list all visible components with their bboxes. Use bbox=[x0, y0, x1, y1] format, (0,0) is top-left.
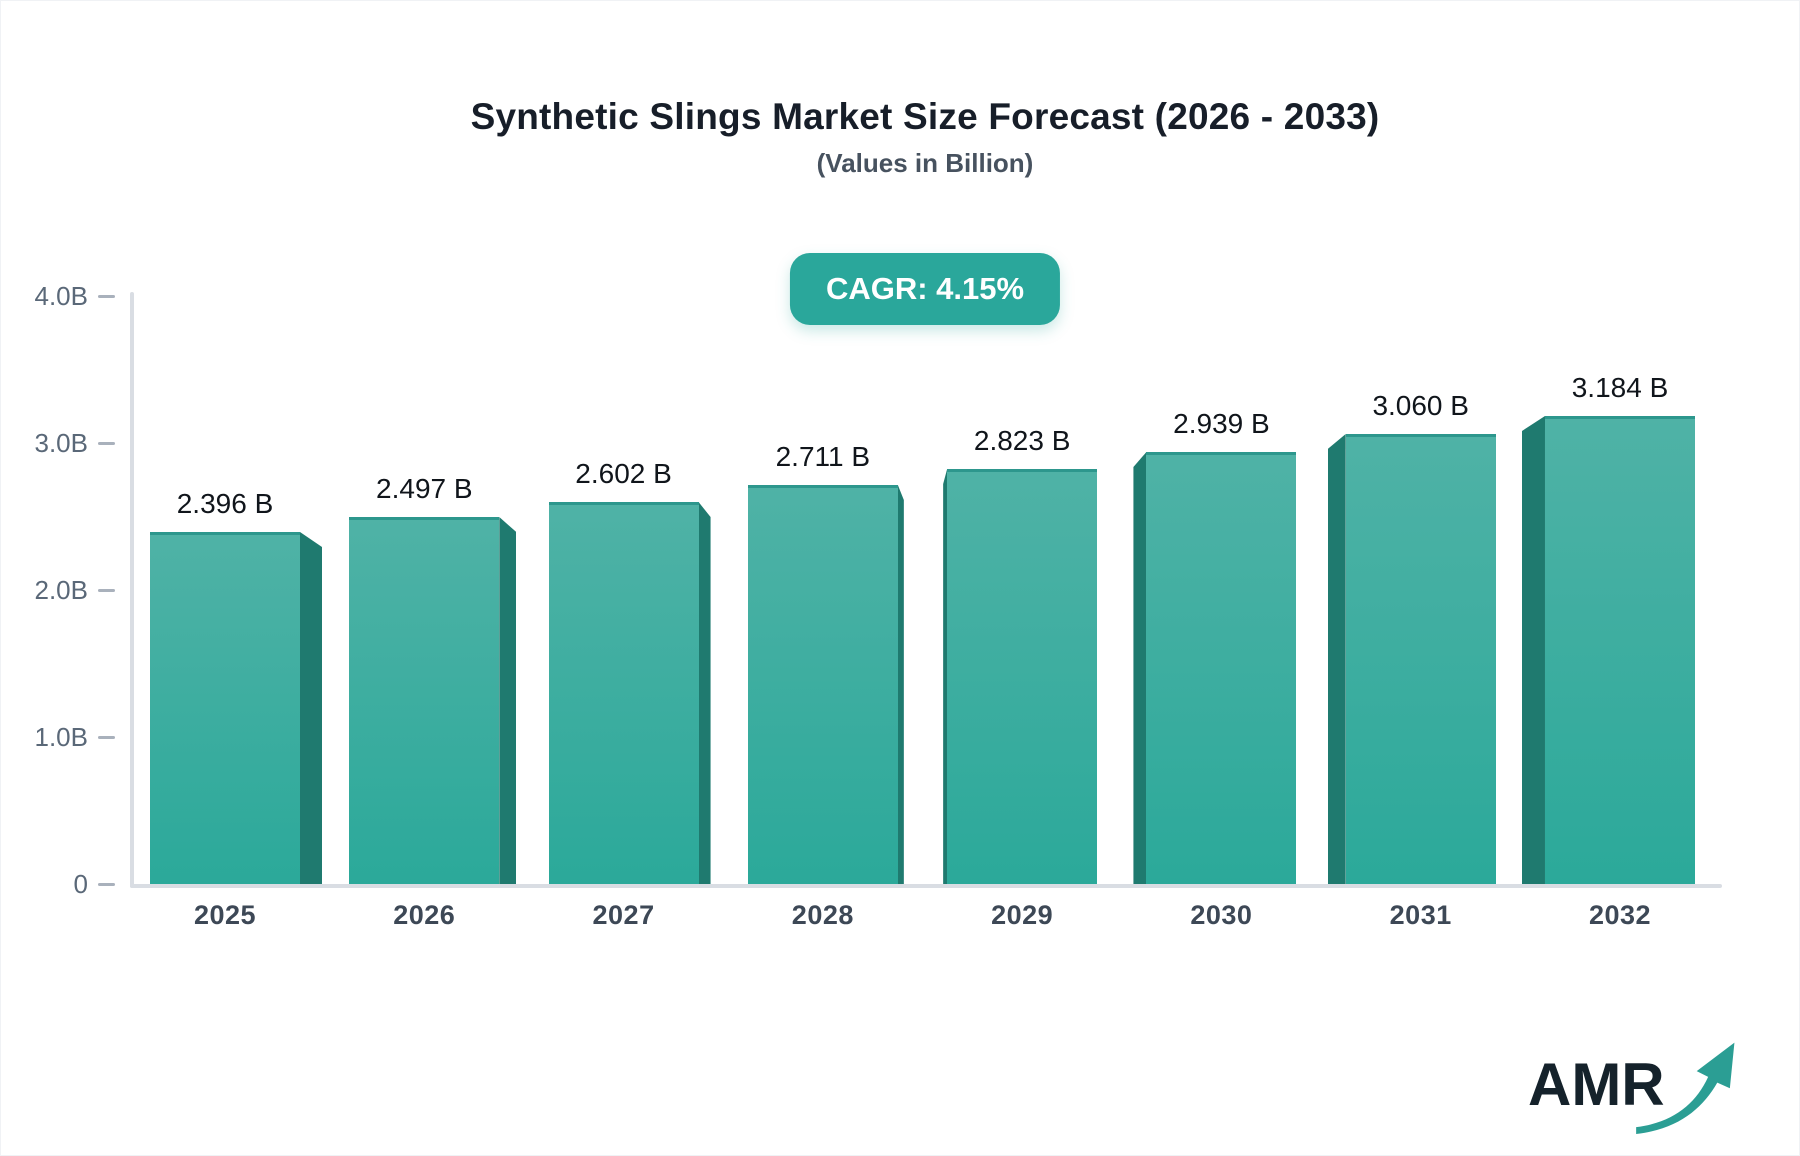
bar-side-face bbox=[499, 517, 517, 884]
x-axis-label-2032: 2032 bbox=[1588, 900, 1652, 930]
bar-side-face bbox=[897, 485, 904, 884]
bar-value-label: 2.823 B bbox=[973, 425, 1071, 456]
bar-value-label: 2.602 B bbox=[575, 458, 672, 489]
bar-value-label: 2.396 B bbox=[176, 488, 274, 519]
y-tick-dash bbox=[98, 588, 115, 592]
bar-value-label: 2.711 B bbox=[775, 441, 871, 472]
bar-2025[interactable] bbox=[150, 532, 322, 884]
amr-logo-text: AMR bbox=[1528, 1051, 1665, 1118]
x-axis-label-2028: 2028 bbox=[791, 900, 854, 930]
bar-side-face bbox=[300, 532, 322, 884]
bar-2032[interactable] bbox=[1521, 416, 1695, 884]
bar-face bbox=[1146, 452, 1297, 884]
bar-2030[interactable] bbox=[1133, 452, 1297, 884]
x-axis-label-2025: 2025 bbox=[193, 900, 257, 930]
y-axis-tick-label: 0 bbox=[73, 869, 88, 899]
bar-2026[interactable] bbox=[349, 517, 517, 884]
x-axis-label-2026: 2026 bbox=[393, 900, 456, 930]
bar-side-face bbox=[698, 502, 711, 884]
bar-side-face bbox=[1327, 434, 1346, 884]
bar-face bbox=[349, 517, 500, 884]
bar-value-label: 2.497 B bbox=[376, 473, 473, 504]
y-axis-tick-label: 4.0B bbox=[34, 281, 89, 311]
x-axis-line bbox=[130, 884, 1722, 888]
x-axis-label-2029: 2029 bbox=[991, 900, 1054, 930]
bar-2027[interactable] bbox=[548, 502, 711, 884]
bar-value-label: 3.060 B bbox=[1372, 390, 1469, 421]
y-tick-dash bbox=[98, 882, 115, 886]
y-axis-tick-label: 3.0B bbox=[34, 428, 89, 458]
bar-face bbox=[1345, 434, 1496, 884]
chart-title: Synthetic Slings Market Size Forecast (2… bbox=[470, 96, 1380, 137]
bar-value-label: 3.184 B bbox=[1571, 372, 1669, 403]
y-axis-tick-label: 1.0B bbox=[34, 722, 89, 752]
growth-arrow-icon bbox=[1636, 1042, 1735, 1134]
x-axis-label-2030: 2030 bbox=[1190, 900, 1253, 930]
bar-side-face bbox=[1521, 416, 1545, 884]
bar-face bbox=[548, 502, 699, 884]
amr-logo: AMR bbox=[1528, 1036, 1768, 1136]
x-axis-label-2027: 2027 bbox=[592, 900, 655, 930]
bar-face bbox=[1544, 416, 1695, 884]
bar-side-face bbox=[943, 469, 948, 884]
bar-2031[interactable] bbox=[1327, 434, 1496, 884]
bar-2028[interactable] bbox=[747, 485, 904, 884]
bar-value-label: 2.939 B bbox=[1173, 408, 1270, 439]
y-tick-dash bbox=[98, 294, 115, 298]
bar-face bbox=[947, 469, 1098, 884]
bar-side-face bbox=[1133, 452, 1147, 884]
cagr-badge: CAGR: 4.15% bbox=[789, 253, 1061, 325]
y-axis-tick-label: 2.0B bbox=[34, 575, 89, 605]
chart-subtitle: (Values in Billion) bbox=[816, 148, 1034, 178]
y-tick-dash bbox=[98, 735, 115, 739]
y-axis-line bbox=[130, 292, 134, 888]
bar-face bbox=[150, 532, 300, 884]
bar-face bbox=[747, 485, 898, 884]
x-axis-label-2031: 2031 bbox=[1389, 900, 1452, 930]
y-tick-dash bbox=[98, 441, 115, 445]
bar-2029[interactable] bbox=[943, 469, 1098, 884]
